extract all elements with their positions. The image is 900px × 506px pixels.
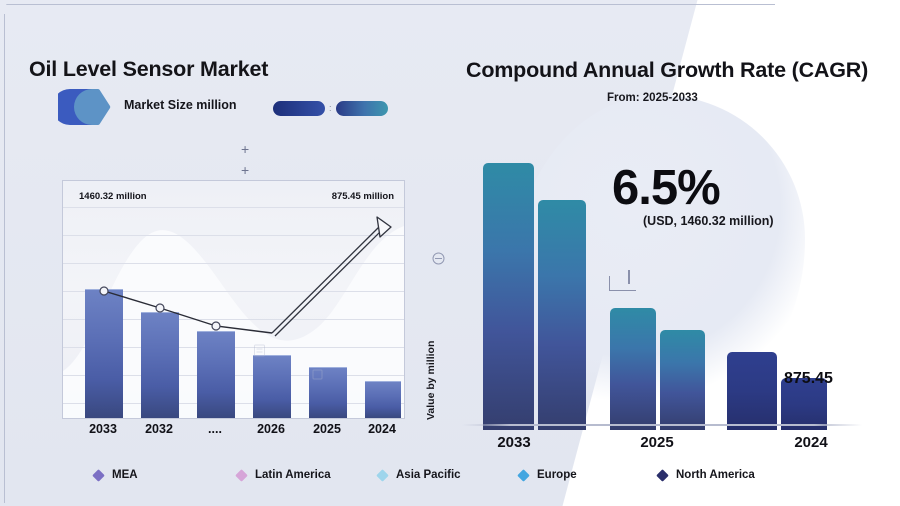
document-watermark-icon <box>254 344 265 357</box>
bar-2026 <box>253 355 291 418</box>
legend-marker-icon <box>656 468 669 482</box>
plus-decoration-icon: + <box>241 141 250 157</box>
legend-item-latin-america[interactable]: Latin America <box>235 468 331 482</box>
left-bar-chart: 1460.32 million 875.45 million <box>62 180 405 419</box>
axis-tick-decoration <box>609 276 636 291</box>
legend-label: Europe <box>537 469 577 481</box>
right-chart-y-axis-label: Value by million <box>425 340 437 420</box>
legend-item-north-america[interactable]: North America <box>656 468 755 482</box>
page-title: Oil Level Sensor Market <box>29 57 269 81</box>
legend-marker-icon <box>376 468 389 482</box>
x-label-2032: 2032 <box>145 422 173 436</box>
bar-2025-lower <box>660 330 705 430</box>
axis-tick-decoration <box>628 270 630 284</box>
square-watermark-icon <box>312 369 323 380</box>
bar-2033 <box>85 289 123 418</box>
bar-2033-lower <box>538 200 586 430</box>
minus-circle-icon <box>432 252 445 265</box>
cagr-value: 6.5% <box>612 161 721 215</box>
legend-pill-primary <box>273 101 325 116</box>
growth-arrow-icon <box>271 216 392 337</box>
legend-pill-secondary <box>335 101 388 116</box>
legend-item-europe[interactable]: Europe <box>517 468 577 482</box>
x-label-2024: 2024 <box>368 422 396 436</box>
market-size-legend-label: Market Size million <box>124 98 237 112</box>
bar-2025 <box>309 367 347 418</box>
region-legend: MEA Latin America Asia Pacific Europe No… <box>0 462 900 488</box>
bar-2024-upper <box>727 352 777 430</box>
legend-pill-separator: : <box>329 103 332 113</box>
x-label-2033: 2033 <box>89 422 117 436</box>
left-chart-start-value: 1460.32 million <box>79 191 147 202</box>
legend-label: Latin America <box>255 469 331 481</box>
legend-marker-icon <box>92 468 105 482</box>
legend-pill-group: : <box>273 101 388 116</box>
x-label-2024: 2024 <box>794 434 828 451</box>
bar-dots <box>197 331 235 418</box>
legend-marker-icon <box>235 468 248 482</box>
right-chart-baseline <box>462 424 862 426</box>
bar-2024 <box>365 381 401 418</box>
left-chart-x-axis: 2033 2032 .... 2026 2025 2024 <box>62 422 403 442</box>
right-bar-chart <box>440 120 880 430</box>
plus-decoration-icon: + <box>241 162 250 178</box>
legend-marker-icon <box>517 468 530 482</box>
legend-label: North America <box>676 469 755 481</box>
cagr-title: Compound Annual Growth Rate (CAGR) <box>466 58 869 82</box>
x-label-2026: 2026 <box>257 422 285 436</box>
bar-2024-lower <box>781 378 827 430</box>
legend-label: MEA <box>112 469 138 481</box>
cagr-note: (USD, 1460.32 million) <box>643 214 774 228</box>
legend-item-asia-pacific[interactable]: Asia Pacific <box>376 468 461 482</box>
bar-2025-upper <box>610 308 656 430</box>
x-label-2033: 2033 <box>497 434 531 451</box>
legend-item-mea[interactable]: MEA <box>92 468 138 482</box>
x-label-dots: .... <box>208 422 222 436</box>
x-label-2025: 2025 <box>313 422 341 436</box>
hexagon-logo-icon <box>58 89 111 125</box>
cagr-subtitle: From: 2025-2033 <box>607 92 698 104</box>
left-chart-end-value: 875.45 million <box>331 191 394 202</box>
bar-2033-upper <box>483 163 534 430</box>
right-chart-data-label: 875.45 <box>784 370 833 387</box>
legend-label: Asia Pacific <box>396 469 461 481</box>
x-label-2025: 2025 <box>640 434 674 451</box>
trend-line <box>99 286 273 334</box>
